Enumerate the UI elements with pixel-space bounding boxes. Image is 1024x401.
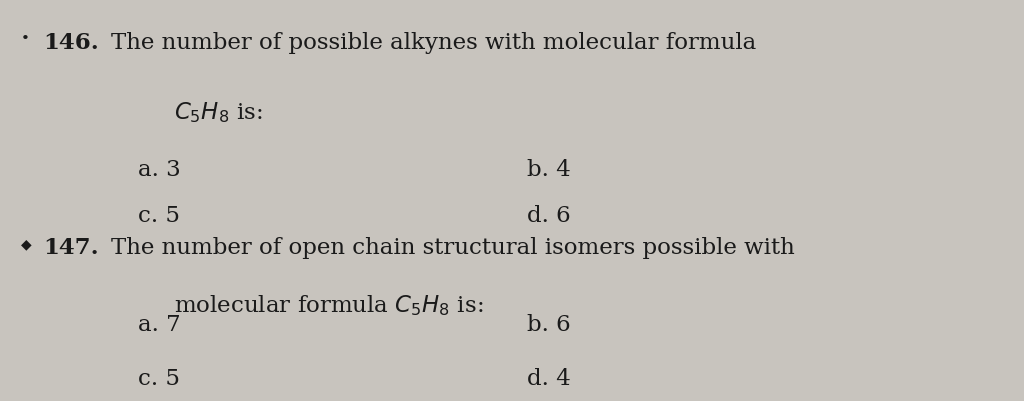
Text: ◆: ◆ (20, 237, 31, 251)
Text: 147.: 147. (43, 237, 98, 259)
Text: $C_5H_8$ is:: $C_5H_8$ is: (174, 100, 262, 125)
Text: b. 4: b. 4 (527, 158, 571, 180)
Text: The number of open chain structural isomers possible with: The number of open chain structural isom… (111, 237, 795, 259)
Text: 146.: 146. (43, 32, 98, 54)
Text: c. 5: c. 5 (138, 205, 180, 227)
Text: d. 4: d. 4 (527, 367, 571, 389)
Text: •: • (20, 32, 30, 46)
Text: d. 6: d. 6 (527, 205, 571, 227)
Text: a. 3: a. 3 (138, 158, 181, 180)
Text: The number of possible alkynes with molecular formula: The number of possible alkynes with mole… (111, 32, 756, 54)
Text: a. 7: a. 7 (138, 313, 181, 335)
Text: molecular formula $C_5H_8$ is:: molecular formula $C_5H_8$ is: (174, 293, 483, 318)
Text: b. 6: b. 6 (527, 313, 571, 335)
Text: c. 5: c. 5 (138, 367, 180, 389)
